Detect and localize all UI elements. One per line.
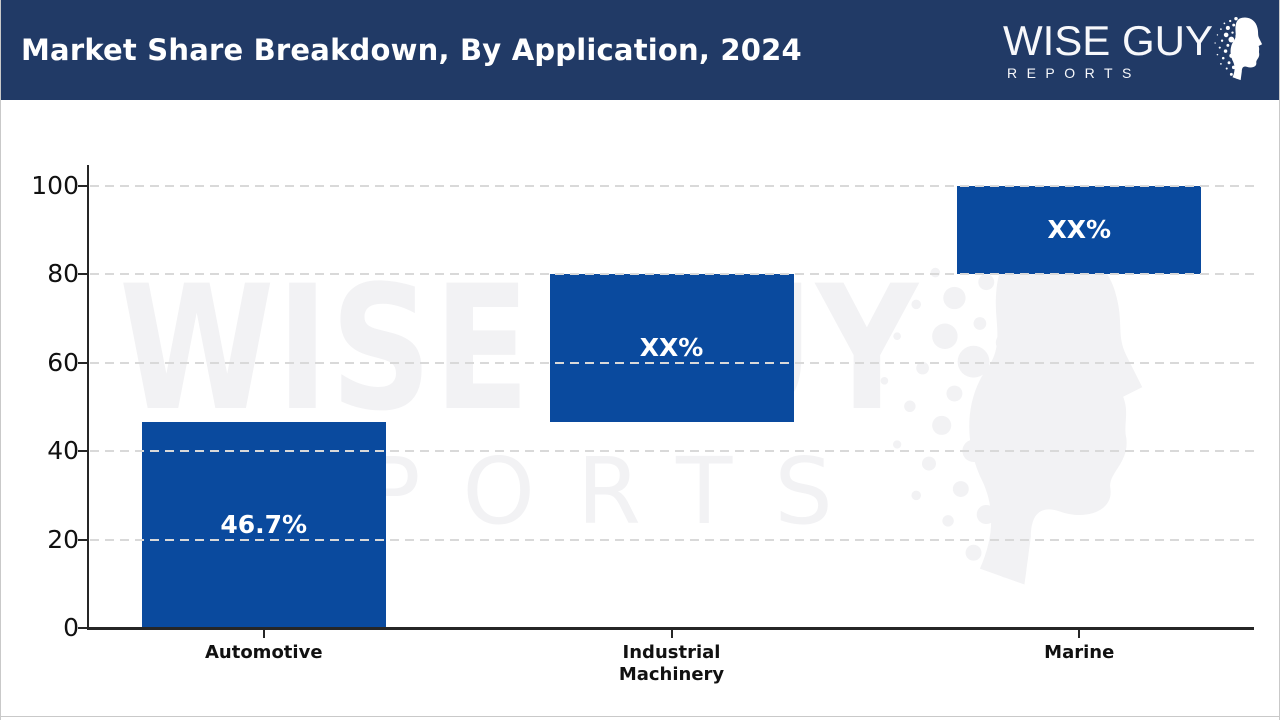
frame-border [1,716,1279,717]
logo-subtitle: REPORTS [1006,64,1141,81]
header-bar: Market Share Breakdown, By Application, … [1,0,1279,100]
y-gridline [90,538,1254,541]
y-tick-label: 40 [47,436,79,466]
chart-title: Market Share Breakdown, By Application, … [21,33,802,67]
x-tick-mark [670,630,673,638]
x-tick-mark [1078,630,1081,638]
y-tick-mark [78,627,87,629]
y-tick-label: 60 [47,347,79,377]
x-tick-mark [262,630,265,638]
x-axis-spine [87,627,1254,630]
watermark-dotted-head-icon [829,228,1169,610]
x-category-label: Marine [1044,642,1115,663]
y-gridline [90,273,1254,276]
y-gridline [90,185,1254,187]
y-axis-spine [87,165,89,630]
bar-value-label: XX% [639,332,704,362]
y-gridline [90,450,1254,453]
bar-value-label: XX% [1047,215,1112,245]
x-category-label: Industrial Machinery [618,642,725,685]
y-tick-mark [78,361,87,364]
bar-automotive [141,421,386,628]
bar-value-label: 46.7% [220,509,308,539]
y-gridline [90,361,1254,364]
y-tick-label: 80 [47,259,79,289]
logo-wordmark: WISE GUY [1002,16,1213,64]
y-tick-label: 100 [31,171,79,200]
y-tick-mark [78,450,87,453]
y-tick-mark [78,185,87,187]
wise-guy-logo: WISE GUY REPORTS [1003,8,1265,92]
y-tick-label: 0 [63,613,79,642]
y-tick-mark [78,538,87,541]
logo-dotted-head-icon [1207,10,1265,90]
y-tick-label: 20 [47,524,79,554]
y-tick-mark [78,273,87,276]
watermark-wordmark: WISE GUY [119,248,920,449]
bar-industrial-machinery [549,274,794,422]
x-category-label: Automotive [204,642,323,663]
